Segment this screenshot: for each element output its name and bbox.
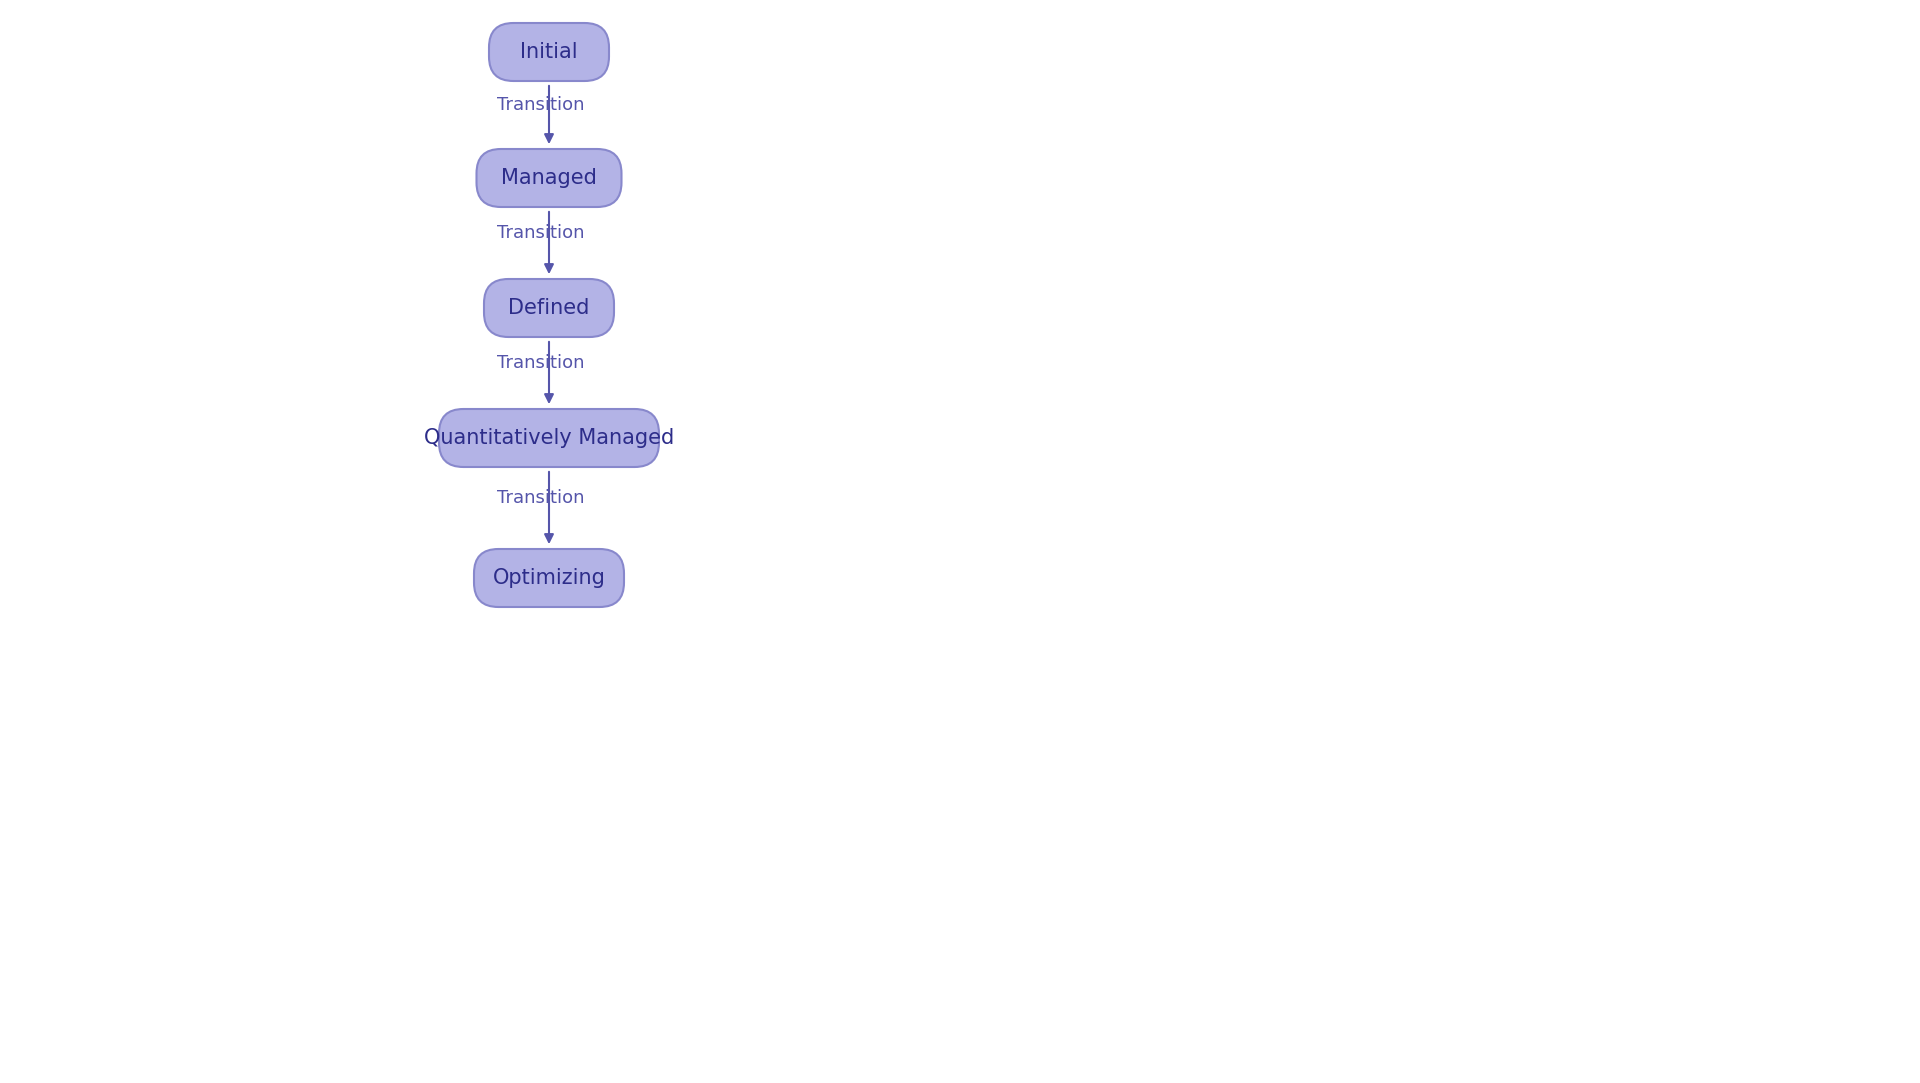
FancyBboxPatch shape xyxy=(440,409,659,467)
Text: Transition: Transition xyxy=(497,96,586,114)
Text: Managed: Managed xyxy=(501,168,597,188)
FancyBboxPatch shape xyxy=(476,149,622,207)
Text: Defined: Defined xyxy=(509,298,589,318)
Text: Transition: Transition xyxy=(497,224,586,242)
FancyBboxPatch shape xyxy=(474,549,624,606)
Text: Transition: Transition xyxy=(497,354,586,371)
FancyBboxPatch shape xyxy=(490,23,609,81)
Text: Optimizing: Optimizing xyxy=(493,567,605,588)
Text: Initial: Initial xyxy=(520,42,578,62)
FancyBboxPatch shape xyxy=(484,279,614,337)
Text: Quantitatively Managed: Quantitatively Managed xyxy=(424,428,674,448)
Text: Transition: Transition xyxy=(497,490,586,507)
